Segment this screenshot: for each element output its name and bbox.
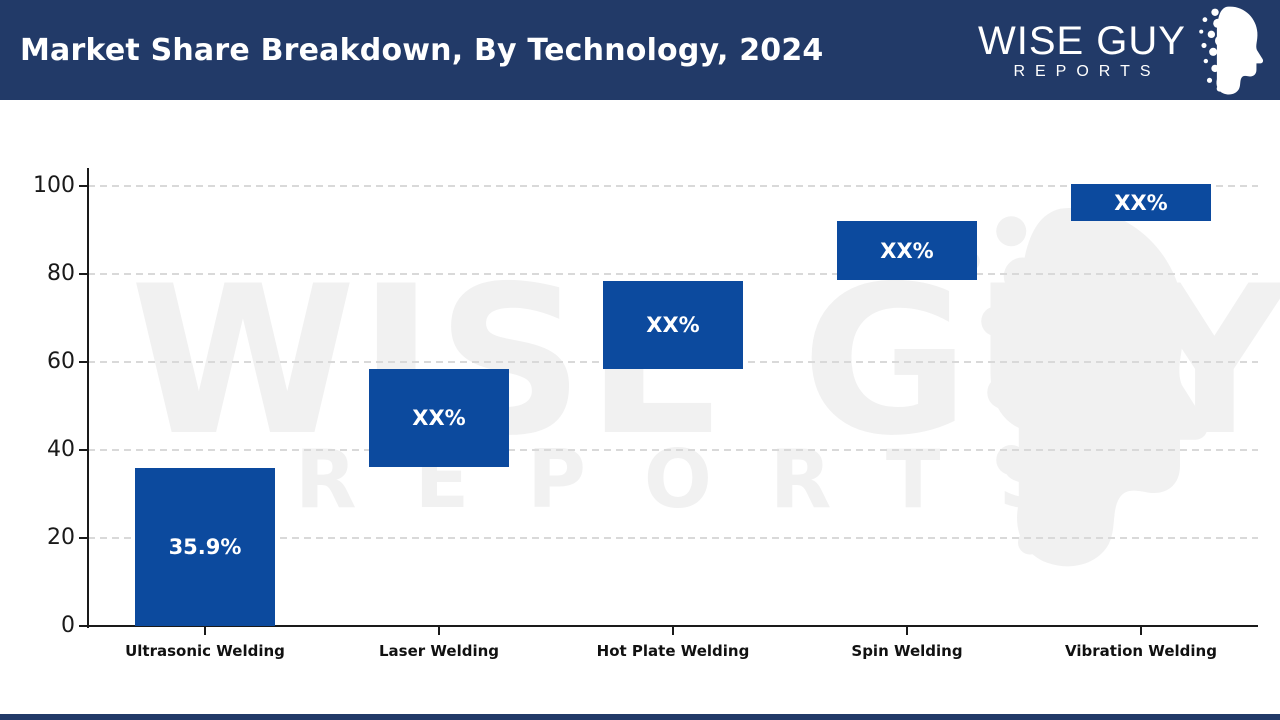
x-tick-5	[1140, 627, 1142, 635]
logo-subtext: REPORTS	[1013, 62, 1161, 80]
category-label: Hot Plate Welding	[596, 642, 750, 660]
y-tick-label: 20	[47, 525, 75, 550]
category-label: Ultrasonic Welding	[125, 642, 285, 660]
y-tick-60	[79, 361, 87, 363]
bar-ultrasonic-welding: 35.9%	[135, 468, 275, 626]
bar-value-label: 35.9%	[168, 535, 242, 559]
logo-text: WISE GUY REPORTS	[978, 21, 1186, 80]
gridline-80	[88, 273, 1258, 275]
chart-title: Market Share Breakdown, By Technology, 2…	[20, 32, 824, 68]
category-label: Laser Welding	[378, 642, 500, 660]
y-tick-label: 100	[33, 173, 75, 198]
x-axis-line	[86, 625, 1258, 627]
y-tick-20	[79, 537, 87, 539]
bar-hot-plate-welding: XX%	[603, 281, 743, 369]
dotted-face-logo-icon	[1199, 6, 1264, 95]
gridline-100	[88, 185, 1258, 187]
x-tick-2	[438, 627, 440, 635]
category-label: Spin Welding	[851, 642, 963, 660]
gridline-20	[88, 537, 1258, 539]
bar-value-label: XX%	[880, 238, 934, 263]
y-tick-label: 40	[47, 437, 75, 462]
header-band: Market Share Breakdown, By Technology, 2…	[0, 0, 1280, 100]
y-tick-40	[79, 449, 87, 451]
y-tick-80	[79, 273, 87, 275]
bar-value-label: XX%	[412, 406, 466, 431]
x-tick-4	[906, 627, 908, 635]
bar-laser-welding: XX%	[369, 369, 509, 468]
wise-guy-reports-logo: WISE GUY REPORTS	[978, 4, 1280, 96]
gridline-40	[88, 449, 1258, 451]
y-axis-line	[87, 168, 89, 628]
bar-value-label: XX%	[1114, 190, 1168, 215]
logo-wordmark: WISE GUY	[977, 18, 1186, 63]
y-tick-0	[79, 625, 87, 627]
y-tick-label: 60	[47, 349, 75, 374]
x-tick-1	[204, 627, 206, 635]
bar-spin-welding: XX%	[837, 221, 977, 281]
y-tick-label: 0	[61, 613, 75, 638]
plot-area: WISE GUY REPORTS 02040608010035.9%Ultras…	[0, 100, 1280, 714]
bar-vibration-welding: XX%	[1071, 184, 1211, 222]
footer-band	[0, 714, 1280, 720]
x-tick-3	[672, 627, 674, 635]
bar-value-label: XX%	[646, 312, 700, 337]
y-tick-label: 80	[47, 261, 75, 286]
category-label: Vibration Welding	[1065, 642, 1217, 660]
y-tick-100	[79, 185, 87, 187]
